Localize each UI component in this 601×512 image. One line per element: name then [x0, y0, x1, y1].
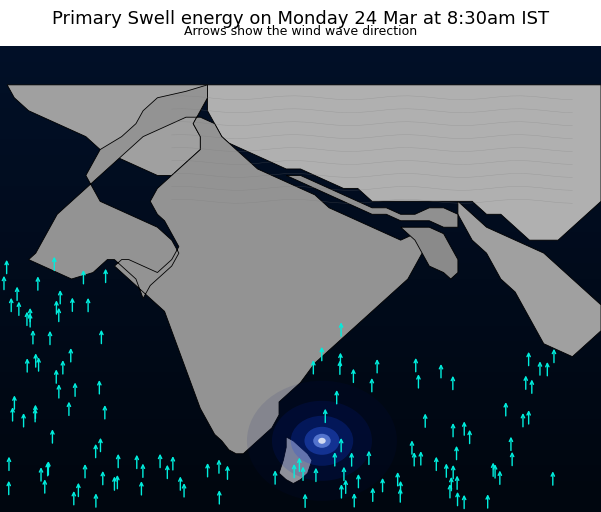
Bar [0, 387, 601, 403]
Bar [0, 169, 601, 186]
Bar [0, 449, 601, 465]
Ellipse shape [318, 438, 326, 444]
Bar [0, 60, 601, 77]
Bar [0, 138, 601, 155]
Bar [0, 433, 601, 450]
Bar [0, 45, 601, 61]
Bar [0, 325, 601, 341]
Polygon shape [279, 437, 312, 483]
Ellipse shape [291, 416, 353, 466]
Bar [0, 200, 601, 217]
Bar [0, 123, 601, 139]
Bar [0, 340, 601, 357]
Ellipse shape [305, 427, 340, 455]
Bar [0, 371, 601, 388]
Bar [0, 263, 601, 279]
Polygon shape [458, 201, 601, 357]
Polygon shape [401, 227, 458, 279]
Text: Primary Swell energy on Monday 24 Mar at 8:30am IST: Primary Swell energy on Monday 24 Mar at… [52, 10, 549, 28]
Polygon shape [29, 85, 429, 454]
Bar [0, 76, 601, 93]
Bar [0, 216, 601, 232]
Polygon shape [286, 176, 458, 227]
Ellipse shape [247, 381, 397, 501]
Polygon shape [7, 85, 207, 176]
Bar [0, 231, 601, 248]
Bar [0, 278, 601, 294]
Bar [0, 480, 601, 497]
Bar [0, 185, 601, 201]
Text: Arrows show the wind wave direction: Arrows show the wind wave direction [184, 25, 417, 38]
Bar [0, 154, 601, 170]
Ellipse shape [313, 434, 331, 448]
Bar [0, 418, 601, 434]
Bar [0, 356, 601, 372]
Bar [0, 92, 601, 108]
Bar [0, 107, 601, 124]
Bar [0, 496, 601, 512]
Bar [0, 402, 601, 419]
Ellipse shape [272, 401, 372, 481]
Bar [0, 464, 601, 481]
Bar [0, 309, 601, 326]
Bar [0, 247, 601, 264]
Bar [0, 293, 601, 310]
Polygon shape [207, 85, 601, 240]
